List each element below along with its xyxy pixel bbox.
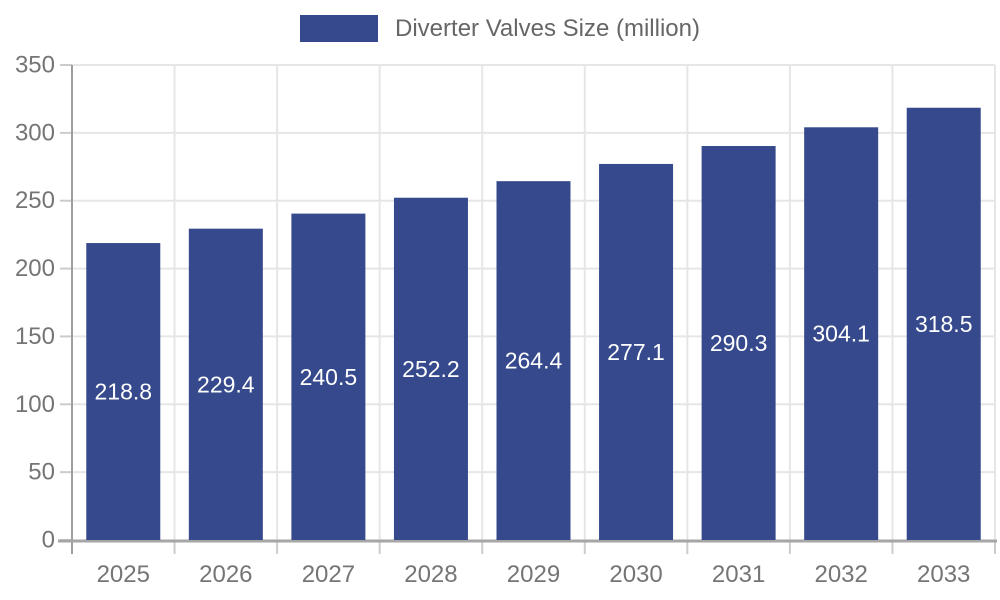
bar[interactable] <box>86 243 161 541</box>
y-tick-label: 250 <box>15 187 55 214</box>
bar-value-label: 252.2 <box>402 356 460 382</box>
y-tick-label: 150 <box>15 323 55 350</box>
bar-value-label: 229.4 <box>197 371 255 397</box>
x-tick-label: 2028 <box>404 561 457 588</box>
bar[interactable] <box>496 181 571 540</box>
legend-label: Diverter Valves Size (million) <box>395 15 700 42</box>
bar-value-label: 318.5 <box>915 311 973 337</box>
bar[interactable] <box>599 163 674 540</box>
legend-swatch <box>300 15 379 42</box>
y-tick-label: 300 <box>15 119 55 146</box>
x-tick-label: 2031 <box>712 561 765 588</box>
y-tick-label: 200 <box>15 255 55 282</box>
y-tick-label: 100 <box>15 391 55 418</box>
bar[interactable] <box>188 228 263 540</box>
x-tick-label: 2025 <box>97 561 150 588</box>
bar-value-label: 218.8 <box>94 379 152 405</box>
x-tick-label: 2029 <box>507 561 560 588</box>
y-tick-label: 350 <box>15 52 55 79</box>
bar[interactable] <box>701 146 776 540</box>
legend[interactable]: Diverter Valves Size (million) <box>0 15 1000 42</box>
x-tick-label: 2032 <box>814 561 867 588</box>
bar[interactable] <box>393 197 468 540</box>
y-tick-label: 0 <box>42 527 55 554</box>
x-tick-label: 2030 <box>609 561 662 588</box>
x-tick-label: 2033 <box>917 561 970 588</box>
bar[interactable] <box>291 213 366 540</box>
x-tick-label: 2026 <box>199 561 252 588</box>
bar-value-label: 277.1 <box>607 339 665 365</box>
bar-value-label: 240.5 <box>300 364 358 390</box>
x-tick-label: 2027 <box>302 561 355 588</box>
y-tick-label: 50 <box>28 459 55 486</box>
bar[interactable] <box>906 107 981 540</box>
bar[interactable] <box>804 127 879 541</box>
bar-value-label: 264.4 <box>505 348 563 374</box>
bar-value-label: 304.1 <box>812 321 870 347</box>
bar-value-label: 290.3 <box>710 330 768 356</box>
